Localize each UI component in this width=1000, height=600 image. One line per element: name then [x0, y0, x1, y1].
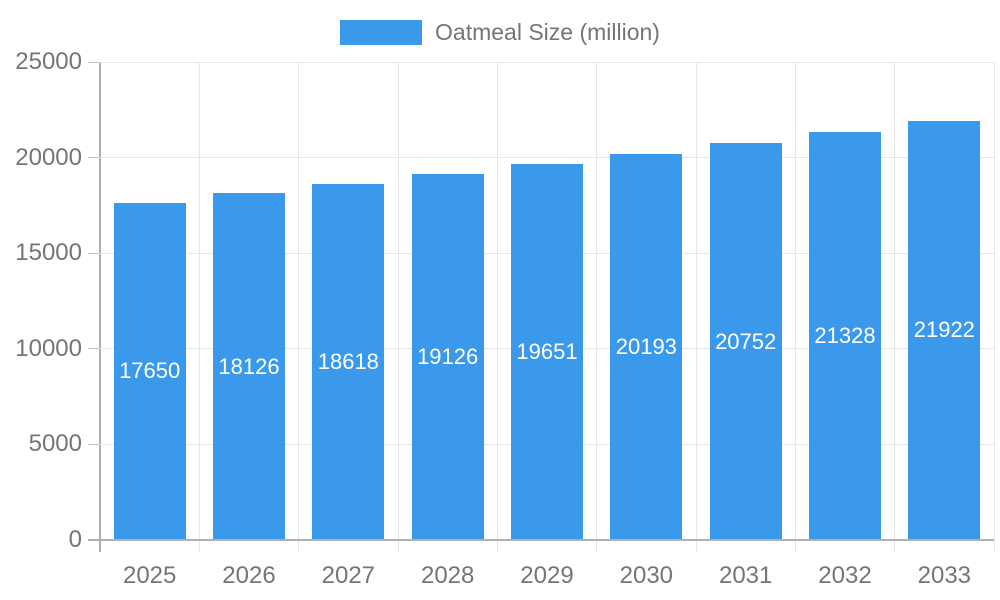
bar-value-label: 17650 [119, 358, 181, 384]
x-axis-tick-label: 2030 [619, 562, 674, 589]
bar-value-label: 21328 [814, 323, 876, 349]
legend-label: Oatmeal Size (million) [435, 18, 660, 45]
vertical-gridline [496, 62, 498, 552]
bar-value-label: 19126 [417, 344, 479, 370]
y-axis-tick [88, 348, 100, 350]
y-axis-tick [88, 443, 100, 445]
y-axis-tick-label: 10000 [15, 334, 82, 362]
y-axis-tick-label: 5000 [28, 430, 82, 458]
x-axis-tick-label: 2028 [420, 562, 475, 589]
bar[interactable] [511, 164, 583, 540]
horizontal-gridline [100, 61, 994, 63]
bar[interactable] [709, 143, 782, 540]
vertical-gridline [695, 62, 697, 552]
x-axis-tick-label: 2033 [917, 562, 972, 589]
vertical-gridline [794, 62, 796, 552]
x-axis-tick-label: 2032 [818, 562, 872, 589]
vertical-gridline [397, 62, 399, 552]
x-axis-tick-label: 2027 [321, 562, 376, 589]
bar[interactable] [610, 153, 683, 540]
x-axis-tick-label: 2029 [520, 562, 574, 589]
horizontal-gridline [100, 157, 994, 159]
bar-value-label: 21922 [913, 317, 975, 343]
legend[interactable]: Oatmeal Size (million) [0, 19, 1000, 45]
x-axis-tick-label: 2031 [718, 562, 773, 589]
bar[interactable] [113, 202, 186, 540]
bar[interactable] [809, 132, 881, 540]
y-axis-tick [88, 61, 100, 63]
legend-swatch-icon [340, 19, 423, 45]
y-axis-tick [88, 157, 100, 159]
x-axis-tick-label: 2026 [222, 562, 276, 589]
vertical-gridline [198, 62, 200, 552]
vertical-gridline [894, 62, 896, 552]
bar-value-label: 19651 [516, 339, 578, 365]
x-axis-tick-label: 2025 [122, 562, 177, 589]
y-axis-tick-label: 0 [68, 526, 82, 553]
bar[interactable] [411, 174, 484, 540]
vertical-gridline [596, 62, 598, 552]
bar-value-label: 20193 [615, 333, 677, 359]
y-axis-tick-label: 15000 [15, 239, 82, 267]
bar[interactable] [213, 193, 285, 540]
y-axis-tick [88, 252, 100, 254]
bar-value-label: 20752 [715, 328, 777, 354]
y-axis-line [99, 62, 101, 552]
bar-value-label: 18126 [218, 353, 280, 379]
vertical-gridline [298, 62, 300, 552]
x-axis-line [88, 539, 994, 541]
y-axis-tick-label: 25000 [15, 48, 82, 75]
y-axis-tick-label: 20000 [15, 143, 82, 171]
vertical-gridline [993, 62, 995, 552]
bar[interactable] [908, 120, 981, 540]
bar[interactable] [312, 184, 385, 540]
bar-value-label: 18618 [317, 349, 379, 374]
